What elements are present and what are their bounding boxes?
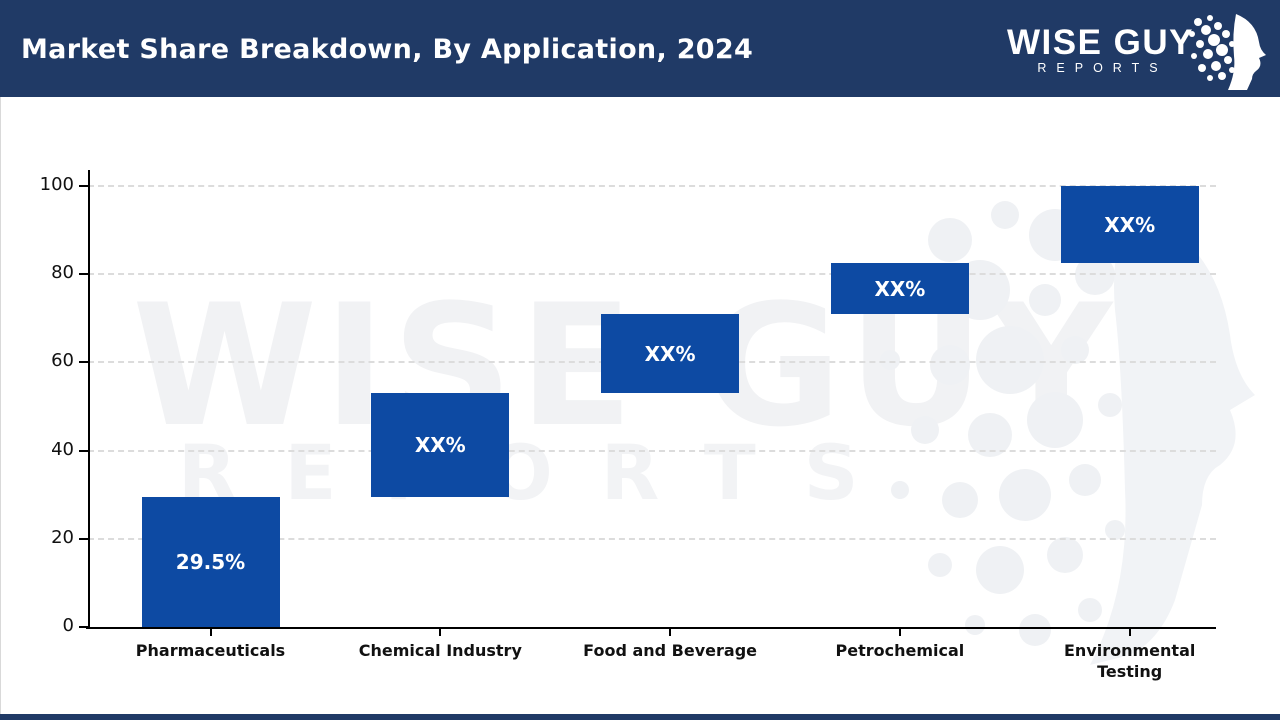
bar-segment: 29.5% bbox=[141, 496, 280, 627]
gridline bbox=[88, 449, 1216, 452]
watermark-subtext: REPORTS bbox=[178, 428, 907, 517]
bar-value-label: XX% bbox=[644, 341, 696, 366]
bar-segment: XX% bbox=[830, 263, 969, 314]
y-tick-label: 60 bbox=[51, 350, 74, 372]
figure-left-edge bbox=[0, 97, 1, 714]
gridline bbox=[88, 273, 1216, 276]
x-axis bbox=[86, 627, 1216, 629]
x-tick-label: Environmental Testing bbox=[1064, 641, 1196, 681]
bar-value-label: XX% bbox=[414, 433, 466, 458]
y-tick-label: 80 bbox=[51, 262, 74, 284]
y-tick-mark bbox=[79, 361, 88, 364]
y-tick-mark bbox=[79, 449, 88, 452]
x-tick-label: Food and Beverage bbox=[583, 641, 757, 660]
y-tick-mark bbox=[79, 626, 88, 628]
gridline bbox=[88, 537, 1216, 540]
x-tick-label: Chemical Industry bbox=[358, 641, 522, 660]
x-tick-label: Petrochemical bbox=[835, 641, 965, 660]
y-tick-mark bbox=[79, 185, 88, 187]
bar-segment: XX% bbox=[601, 313, 740, 394]
bar-value-label: 29.5% bbox=[175, 549, 246, 574]
brand-logo: WISE GUY REPORTS bbox=[1007, 10, 1270, 90]
bar-value-label: XX% bbox=[874, 276, 926, 301]
x-tick-mark bbox=[439, 629, 442, 636]
x-tick-mark bbox=[209, 629, 212, 636]
bar-segment: XX% bbox=[371, 393, 510, 497]
header-bar: Market Share Breakdown, By Application, … bbox=[0, 0, 1280, 97]
brand-face-icon bbox=[1189, 14, 1266, 90]
y-tick-label: 0 bbox=[62, 615, 74, 636]
x-tick-mark bbox=[898, 629, 901, 636]
brand-subname: REPORTS bbox=[1037, 61, 1168, 75]
y-axis bbox=[88, 170, 90, 629]
y-tick-label: 40 bbox=[51, 438, 74, 460]
footer-bar bbox=[0, 714, 1280, 720]
x-tick-mark bbox=[1128, 629, 1131, 636]
chart-title: Market Share Breakdown, By Application, … bbox=[21, 34, 754, 65]
y-tick-label: 20 bbox=[51, 526, 74, 548]
y-tick-mark bbox=[79, 537, 88, 540]
y-tick-label: 100 bbox=[39, 174, 74, 195]
gridline bbox=[88, 185, 1216, 187]
bar-value-label: XX% bbox=[1104, 212, 1156, 237]
x-tick-mark bbox=[669, 629, 672, 636]
bar-segment: XX% bbox=[1060, 186, 1199, 264]
y-tick-mark bbox=[79, 273, 88, 276]
x-tick-label: Pharmaceuticals bbox=[135, 641, 286, 660]
brand-name: WISE GUY bbox=[1006, 23, 1194, 62]
